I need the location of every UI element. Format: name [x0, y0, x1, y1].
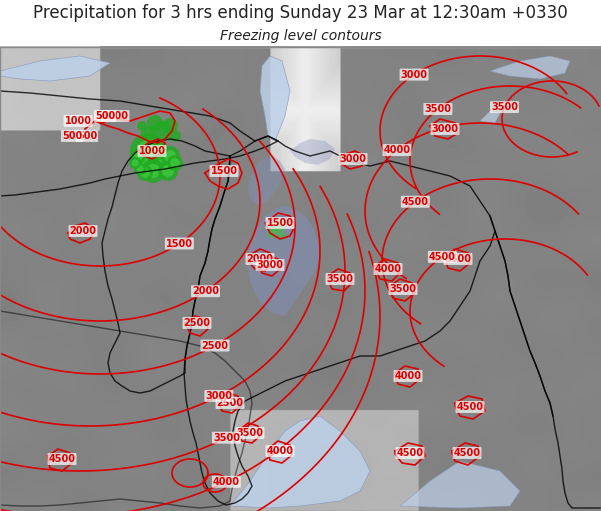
- Circle shape: [137, 165, 153, 181]
- Text: 3500: 3500: [445, 254, 472, 264]
- Text: Freezing level contours: Freezing level contours: [219, 29, 382, 43]
- Circle shape: [141, 159, 165, 183]
- Text: 4500: 4500: [397, 448, 424, 458]
- Text: 4500: 4500: [454, 448, 481, 458]
- Circle shape: [137, 140, 159, 162]
- Text: 500: 500: [77, 131, 97, 141]
- Polygon shape: [290, 139, 335, 165]
- Circle shape: [271, 219, 285, 233]
- Polygon shape: [230, 416, 370, 508]
- Circle shape: [155, 144, 165, 154]
- Circle shape: [137, 121, 147, 131]
- Circle shape: [160, 146, 180, 166]
- Circle shape: [147, 115, 163, 131]
- Text: 3000: 3000: [432, 124, 459, 134]
- Circle shape: [267, 228, 277, 238]
- Circle shape: [132, 159, 139, 167]
- Circle shape: [152, 141, 168, 157]
- Circle shape: [137, 157, 149, 169]
- Circle shape: [136, 166, 144, 173]
- Text: 4500: 4500: [49, 454, 76, 464]
- Circle shape: [134, 163, 146, 175]
- Circle shape: [130, 133, 166, 169]
- Text: 1000: 1000: [64, 116, 91, 126]
- Circle shape: [156, 159, 170, 173]
- Text: 1500: 1500: [166, 239, 193, 248]
- Circle shape: [158, 161, 178, 181]
- Text: 4500: 4500: [457, 402, 483, 412]
- Text: 3000: 3000: [206, 391, 233, 401]
- Polygon shape: [260, 56, 290, 141]
- Polygon shape: [400, 461, 520, 508]
- Circle shape: [146, 164, 160, 178]
- Circle shape: [162, 118, 178, 134]
- Circle shape: [152, 121, 172, 141]
- Text: 3000: 3000: [257, 260, 284, 270]
- Text: 3500: 3500: [237, 428, 263, 438]
- Text: 2000: 2000: [246, 254, 273, 264]
- Text: 1500: 1500: [266, 218, 293, 228]
- Circle shape: [141, 126, 155, 140]
- Circle shape: [133, 151, 143, 161]
- Text: 3000: 3000: [340, 154, 367, 164]
- Circle shape: [141, 145, 169, 173]
- Text: 3500: 3500: [389, 284, 416, 294]
- Text: 4500: 4500: [402, 197, 429, 207]
- Polygon shape: [490, 56, 570, 79]
- Circle shape: [147, 151, 163, 168]
- Text: 500: 500: [62, 131, 82, 141]
- Circle shape: [162, 165, 174, 177]
- Circle shape: [164, 150, 176, 162]
- Circle shape: [169, 130, 181, 142]
- Text: 500: 500: [95, 111, 115, 121]
- Text: 2000: 2000: [192, 286, 219, 296]
- Text: 3500: 3500: [326, 274, 353, 284]
- Text: 2500: 2500: [183, 318, 210, 328]
- Text: 2500: 2500: [201, 340, 228, 351]
- Circle shape: [170, 158, 180, 168]
- Circle shape: [278, 232, 286, 240]
- Text: 4000: 4000: [383, 145, 410, 155]
- Polygon shape: [248, 156, 285, 205]
- Text: Precipitation for 3 hrs ending Sunday 23 Mar at 12:30am +0330: Precipitation for 3 hrs ending Sunday 23…: [33, 4, 568, 22]
- Circle shape: [133, 153, 153, 173]
- Text: 4000: 4000: [213, 477, 240, 487]
- Text: 4000: 4000: [266, 446, 293, 456]
- Text: 4500: 4500: [429, 252, 456, 262]
- Text: 3500: 3500: [213, 433, 240, 443]
- Circle shape: [130, 148, 146, 164]
- Text: 3000: 3000: [400, 69, 427, 80]
- Text: 1000: 1000: [138, 146, 165, 156]
- Circle shape: [167, 155, 183, 171]
- Text: 2500: 2500: [216, 398, 243, 408]
- Circle shape: [129, 157, 141, 169]
- Circle shape: [140, 168, 150, 178]
- Text: 4000: 4000: [394, 371, 421, 381]
- Text: 1000: 1000: [102, 111, 129, 121]
- Text: 4000: 4000: [374, 264, 401, 274]
- Text: 2000: 2000: [70, 226, 97, 236]
- Text: 3500: 3500: [424, 104, 451, 114]
- Circle shape: [151, 154, 175, 178]
- Polygon shape: [480, 111, 500, 123]
- Polygon shape: [248, 206, 320, 316]
- Text: 1500: 1500: [210, 166, 237, 176]
- Polygon shape: [0, 56, 110, 81]
- Text: 3500: 3500: [491, 102, 518, 112]
